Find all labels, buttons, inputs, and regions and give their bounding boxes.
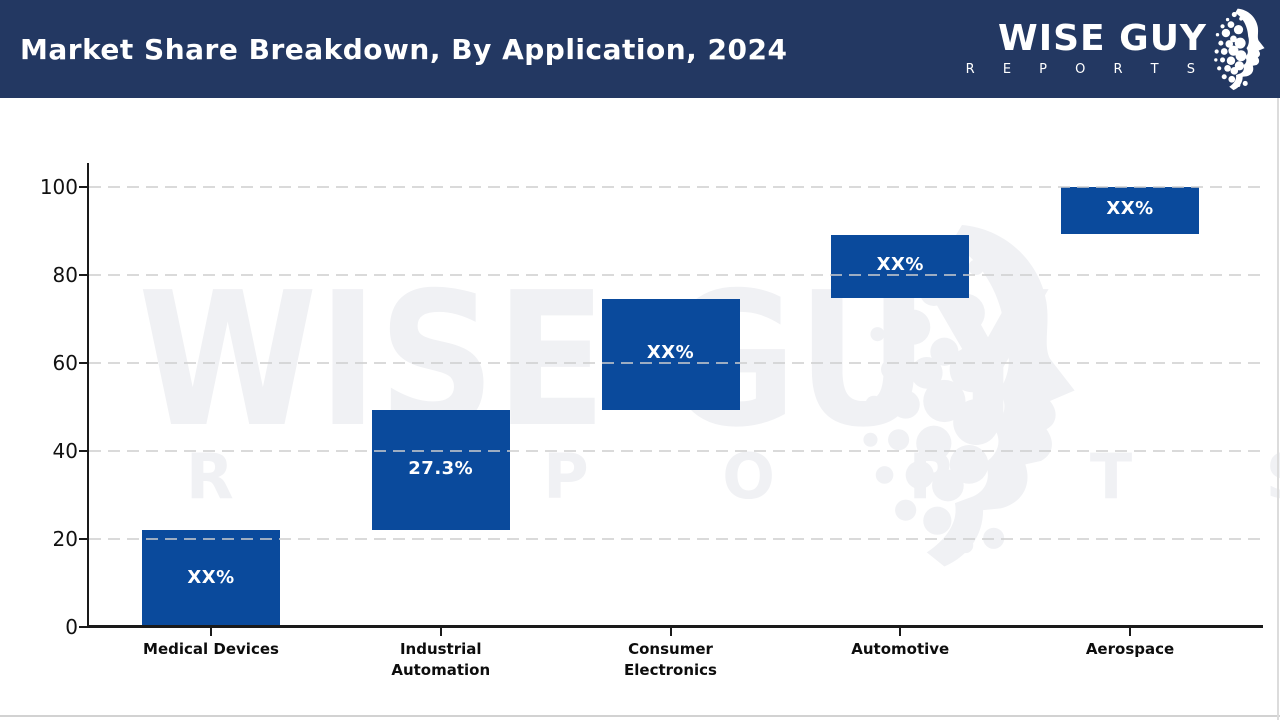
gridline-100 [89,186,1261,188]
gridline-80 [89,274,1261,276]
logo-face-icon [1214,8,1265,91]
y-tick-label: 20 [52,527,78,551]
bar-consumer-electronics [601,298,740,411]
y-tick-mark [79,626,87,628]
x-tick-mark [210,628,212,636]
bar-value-label: XX% [646,342,695,364]
bar-industrial-automation [371,410,510,531]
gridline-20 [89,538,1261,540]
y-tick-mark [79,450,87,452]
x-tick-label: Consumer Electronics [624,640,717,679]
chart-title: Market Share Breakdown, By Application, … [20,32,788,66]
x-tick-label: Medical Devices [143,640,279,658]
page-right-border [1277,98,1279,720]
y-tick-mark [79,538,87,540]
wise-guy-reports-logo: WISE GUY R E P O R T S [966,5,1268,93]
bar-aerospace [1061,187,1199,234]
bar-value-label: XX% [876,254,924,276]
bar-value-label: XX% [1106,198,1154,220]
bar-medical-devices [142,530,280,627]
x-tick-label: Aerospace [1085,640,1175,658]
y-tick-label: 0 [65,615,78,639]
y-axis-line [87,163,89,627]
x-tick-mark [669,628,672,636]
y-tick-mark [79,362,87,364]
bar-value-label: XX% [187,566,235,588]
y-tick-label: 100 [39,175,78,199]
logo-wordmark: WISE GUY [997,18,1207,59]
x-tick-label: Industrial Automation [391,640,491,679]
gridline-60 [89,362,1261,364]
gridline-40 [89,450,1261,452]
y-tick-label: 80 [52,263,78,287]
header-band: Market Share Breakdown, By Application, … [0,0,1280,98]
x-tick-label: Automotive [851,640,950,658]
y-tick-mark [79,274,87,276]
x-tick-mark [439,628,442,636]
bar-value-label: 27.3% [408,458,474,480]
page-bottom-border [0,715,1280,717]
x-tick-mark [1129,628,1131,636]
x-tick-mark [899,628,902,636]
x-axis-line [87,625,1263,628]
y-tick-label: 40 [52,439,78,463]
y-tick-mark [79,186,87,188]
logo-subtitle: R E P O R T S [965,62,1207,77]
y-tick-label: 60 [52,351,78,375]
